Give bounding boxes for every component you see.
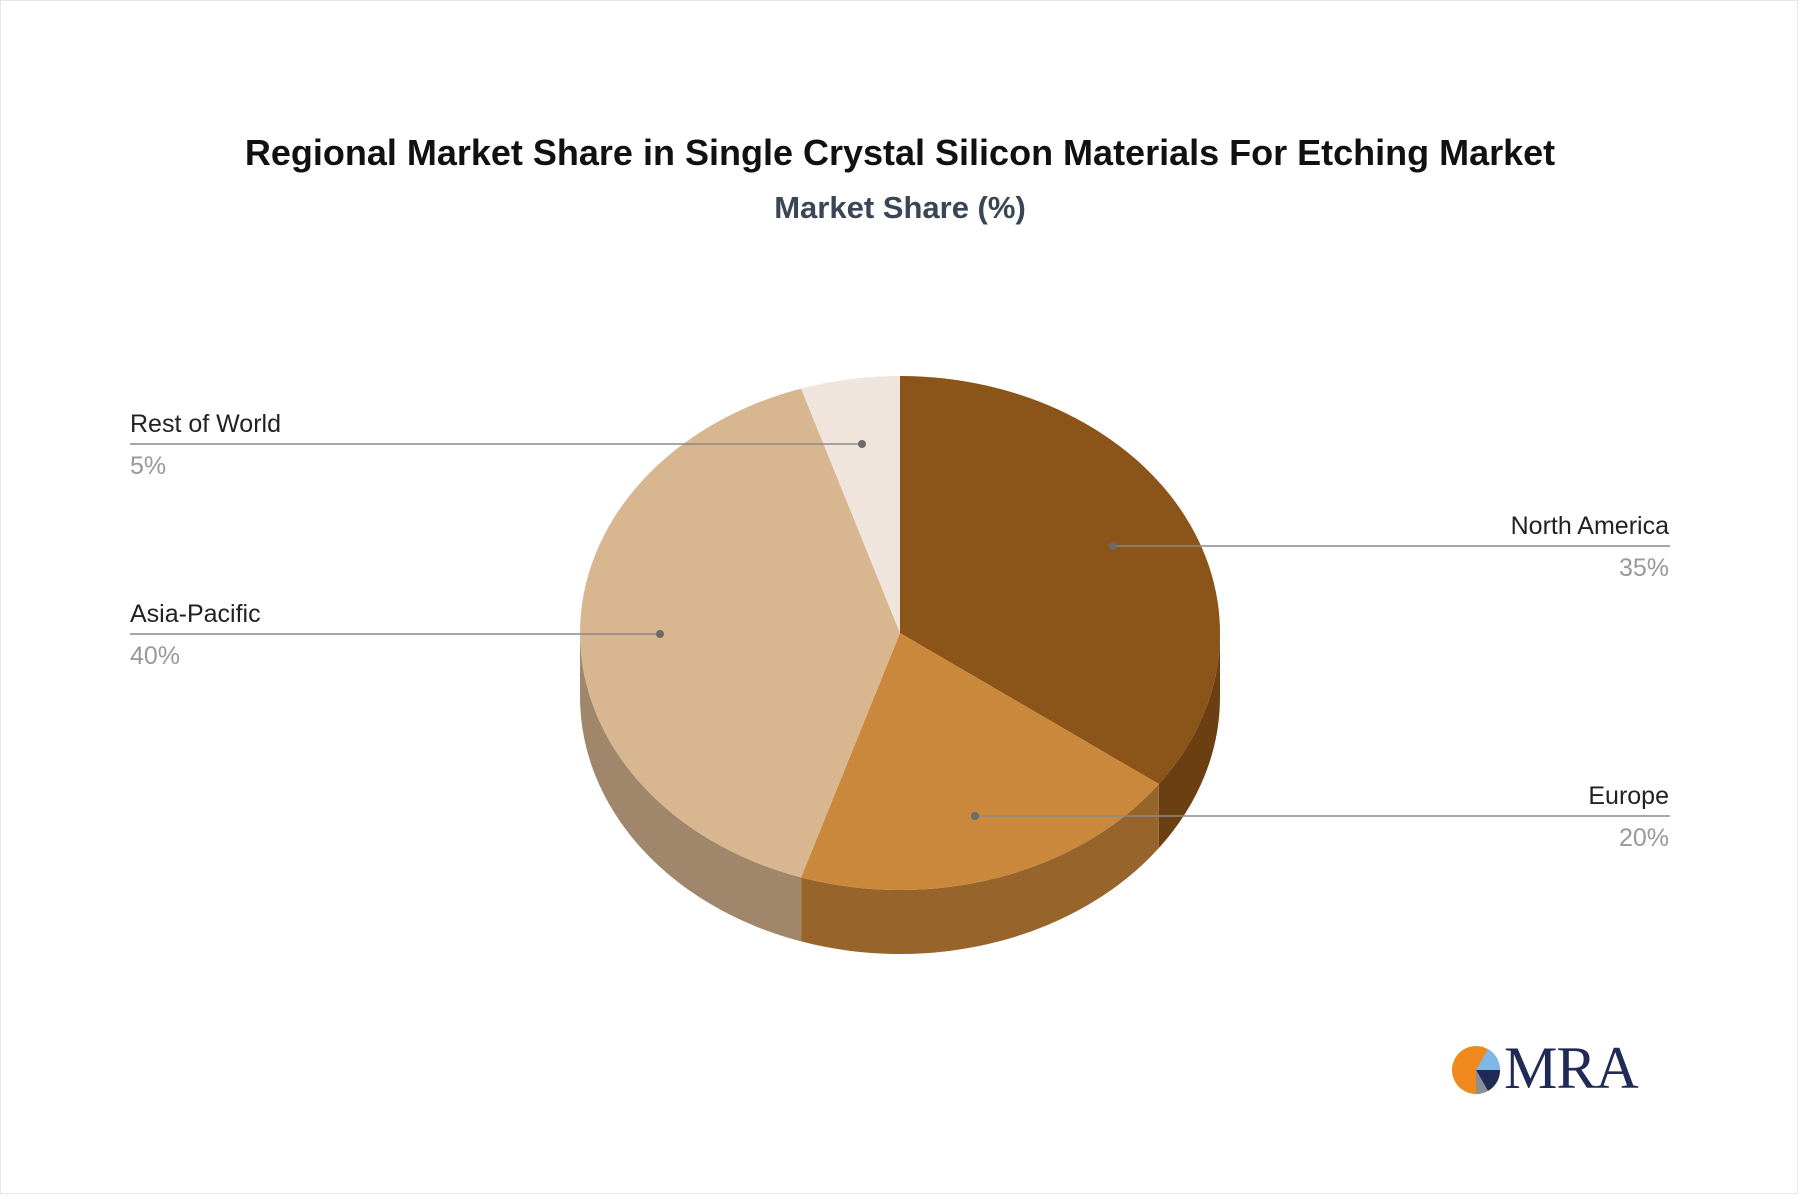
pie-side-europe bbox=[801, 784, 1159, 954]
label-name-north-america: North America bbox=[1511, 512, 1669, 540]
label-name-asia-pacific: Asia-Pacific bbox=[130, 600, 261, 628]
callout-dot-asia-pacific bbox=[656, 630, 664, 638]
callout-dot-rest-of-world bbox=[858, 440, 866, 448]
mra-logo: MRA bbox=[1448, 1035, 1648, 1101]
pie-slice-asia-pacific bbox=[579, 388, 900, 878]
callout-dot-north-america bbox=[1109, 542, 1117, 550]
pie-side-north-america bbox=[1158, 633, 1220, 849]
pie-slice-north-america bbox=[900, 376, 1220, 785]
pie-sides bbox=[580, 633, 1220, 954]
label-name-rest-of-world: Rest of World bbox=[130, 410, 281, 438]
label-value-asia-pacific: 40% bbox=[130, 642, 180, 670]
logo-mark-icon bbox=[1452, 1046, 1501, 1095]
pie-side-asia-pacific bbox=[580, 633, 802, 942]
pie-slices bbox=[579, 376, 1220, 890]
pie-slice-europe bbox=[801, 633, 1159, 890]
label-name-europe: Europe bbox=[1588, 782, 1669, 810]
chart-title: Regional Market Share in Single Crystal … bbox=[244, 132, 1556, 173]
label-value-europe: 20% bbox=[1619, 824, 1669, 852]
pie-callouts: North America 35% Europe 20% Asia-Pacific 40%… bbox=[130, 410, 1670, 852]
label-value-rest-of-world: 5% bbox=[130, 452, 166, 480]
logo-text: MRA bbox=[1504, 1035, 1639, 1101]
pie-slice-rest-of-world bbox=[801, 376, 900, 633]
chart-subtitle: Market Share (%) bbox=[774, 190, 1026, 225]
label-value-north-america: 35% bbox=[1619, 554, 1669, 582]
callout-dot-europe bbox=[971, 812, 979, 820]
